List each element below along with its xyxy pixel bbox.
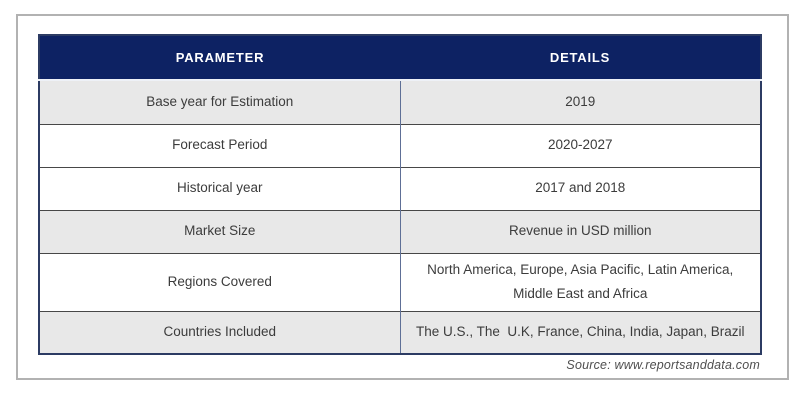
cell-details: The U.S., The U.K, France, China, India,… — [400, 311, 761, 354]
cell-parameter: Market Size — [39, 209, 401, 253]
cell-parameter: Forecast Period — [39, 123, 401, 167]
source-attribution: Source: www.reportsanddata.com — [566, 358, 760, 372]
cell-details: 2017 and 2018 — [400, 166, 761, 210]
cell-details: 2020-2027 — [400, 123, 761, 167]
cell-details: Revenue in USD million — [400, 209, 761, 253]
outer-frame: PARAMETER DETAILS Base year for Estimati… — [16, 14, 789, 380]
column-header-parameter: PARAMETER — [39, 35, 400, 81]
cell-parameter: Base year for Estimation — [39, 79, 401, 124]
table-row-forecast-period: Forecast Period 2020-2027 — [39, 123, 761, 167]
header-row: PARAMETER DETAILS — [39, 35, 761, 81]
table-row-countries-included: Countries Included The U.S., The U.K, Fr… — [39, 311, 761, 354]
column-header-details: DETAILS — [400, 35, 761, 81]
table-row-regions-covered: Regions Covered North America, Europe, A… — [39, 252, 761, 312]
cell-parameter: Countries Included — [39, 311, 401, 354]
table-row-market-size: Market Size Revenue in USD million — [39, 209, 761, 253]
table-header: PARAMETER DETAILS — [39, 35, 761, 81]
cell-parameter: Historical year — [39, 166, 401, 210]
parameters-table: PARAMETER DETAILS Base year for Estimati… — [38, 34, 762, 355]
cell-parameter: Regions Covered — [39, 252, 401, 312]
table-row-historical-year: Historical year 2017 and 2018 — [39, 166, 761, 210]
table-row-base-year: Base year for Estimation 2019 — [39, 79, 761, 124]
table-body: Base year for Estimation 2019 Forecast P… — [39, 79, 761, 354]
cell-details: North America, Europe, Asia Pacific, Lat… — [400, 252, 761, 312]
cell-details: 2019 — [400, 79, 761, 124]
